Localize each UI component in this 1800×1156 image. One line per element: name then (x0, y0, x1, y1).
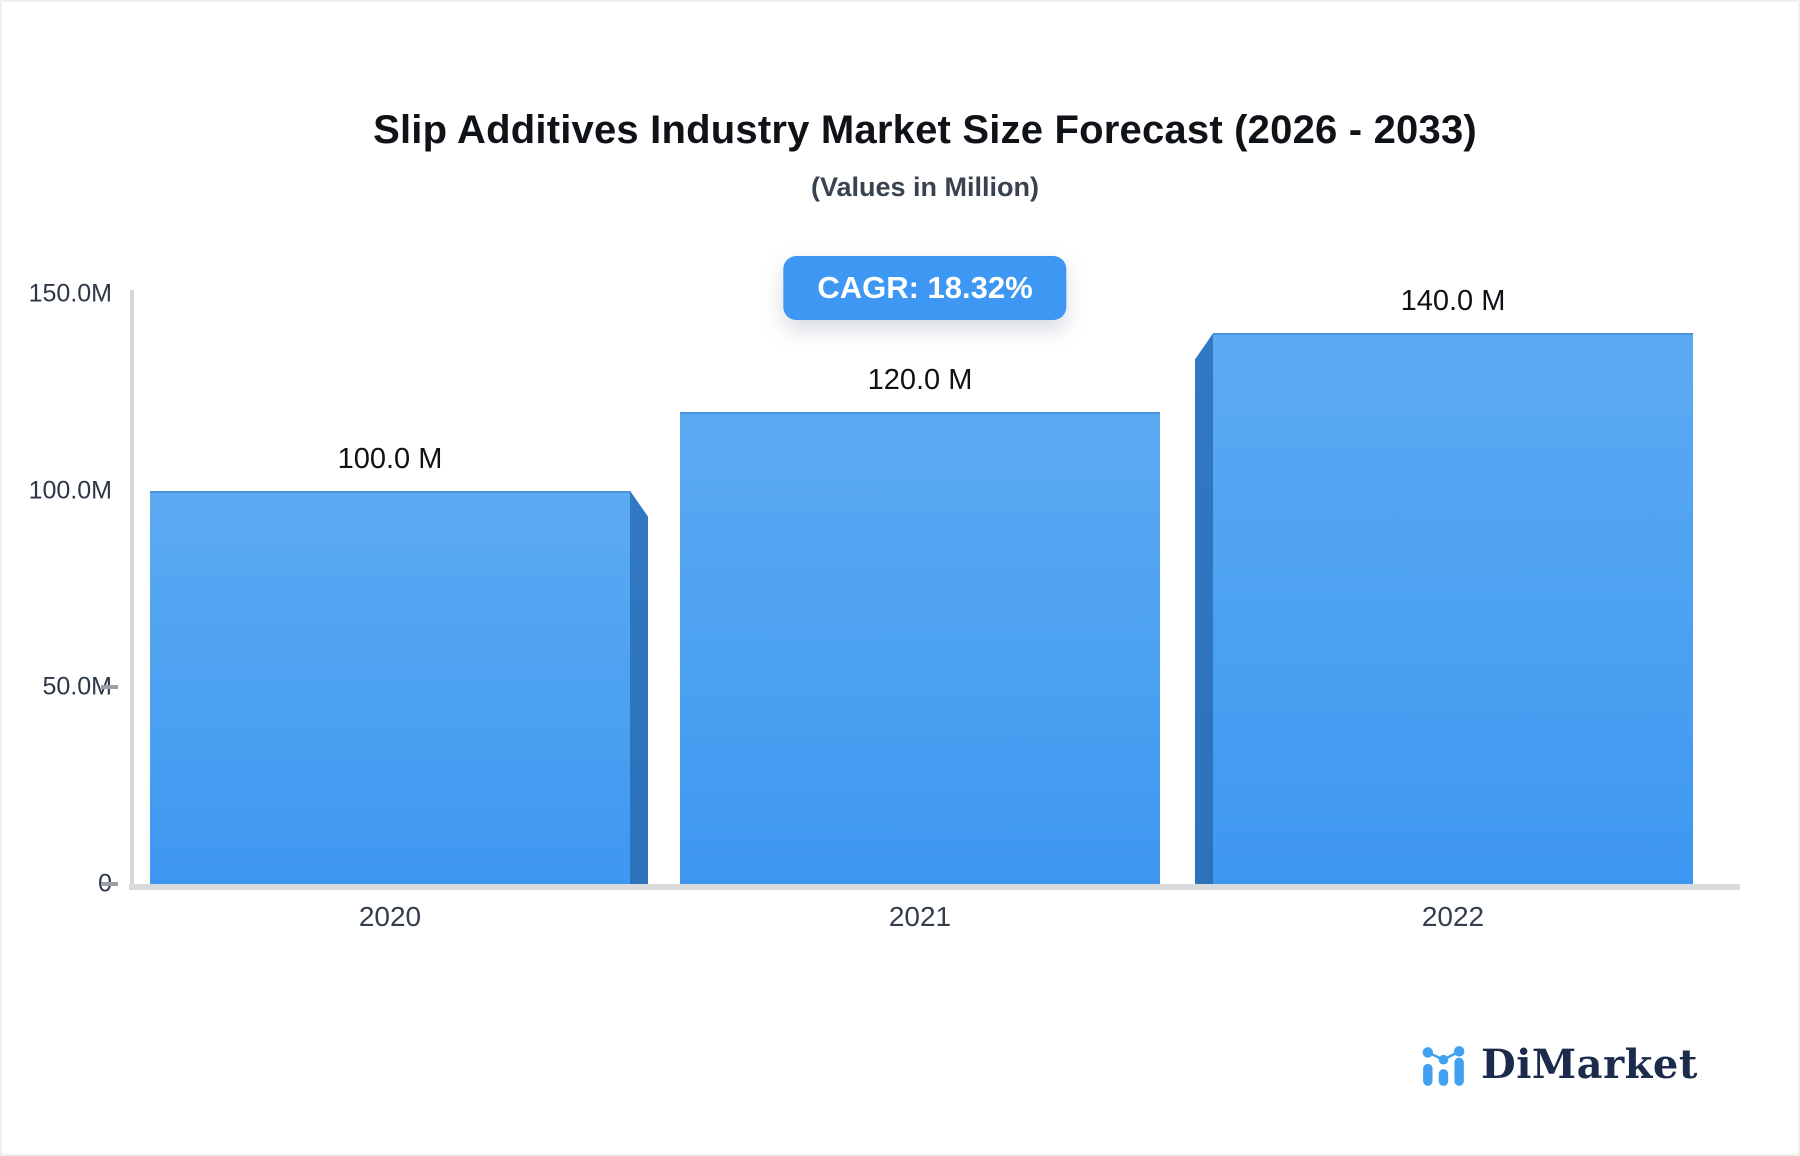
bar-2020[interactable] (150, 490, 630, 884)
brand-logo[interactable]: DiMarket (1421, 1042, 1698, 1088)
cagr-badge: CAGR: 18.32% (783, 256, 1067, 320)
x-category-label-2021: 2021 (888, 901, 952, 932)
x-axis-baseline (129, 884, 1740, 890)
chart-title: Slip Additives Industry Market Size Fore… (373, 108, 1477, 152)
y-axis-line (130, 290, 134, 890)
x-category-label-2020: 2020 (358, 901, 422, 932)
bar-2022[interactable] (1213, 333, 1693, 884)
y-tick-label-150.0M: 150.0M (28, 279, 112, 308)
bar-value-label: 140.0 M (1400, 285, 1506, 318)
y-tick-label-50.0M: 50.0M (42, 672, 112, 701)
bar-2021[interactable] (680, 412, 1160, 884)
bar-3d-side (1195, 333, 1213, 884)
y-tick-dash (101, 882, 118, 886)
bar-value-label: 120.0 M (867, 364, 973, 396)
bar-value-label: 100.0 M (337, 442, 443, 475)
y-tick-dash (101, 685, 118, 690)
y-tick-label-0: 0 (0, 870, 112, 899)
y-tick-label-100.0M: 100.0M (28, 476, 112, 505)
chart-subtitle: (Values in Million) (810, 172, 1040, 202)
x-category-label-2022: 2022 (1421, 901, 1485, 932)
bar-3d-side (630, 490, 648, 884)
mini-bar-chart-icon (1421, 1044, 1467, 1088)
brand-logo-text: DiMarket (1481, 1041, 1698, 1088)
